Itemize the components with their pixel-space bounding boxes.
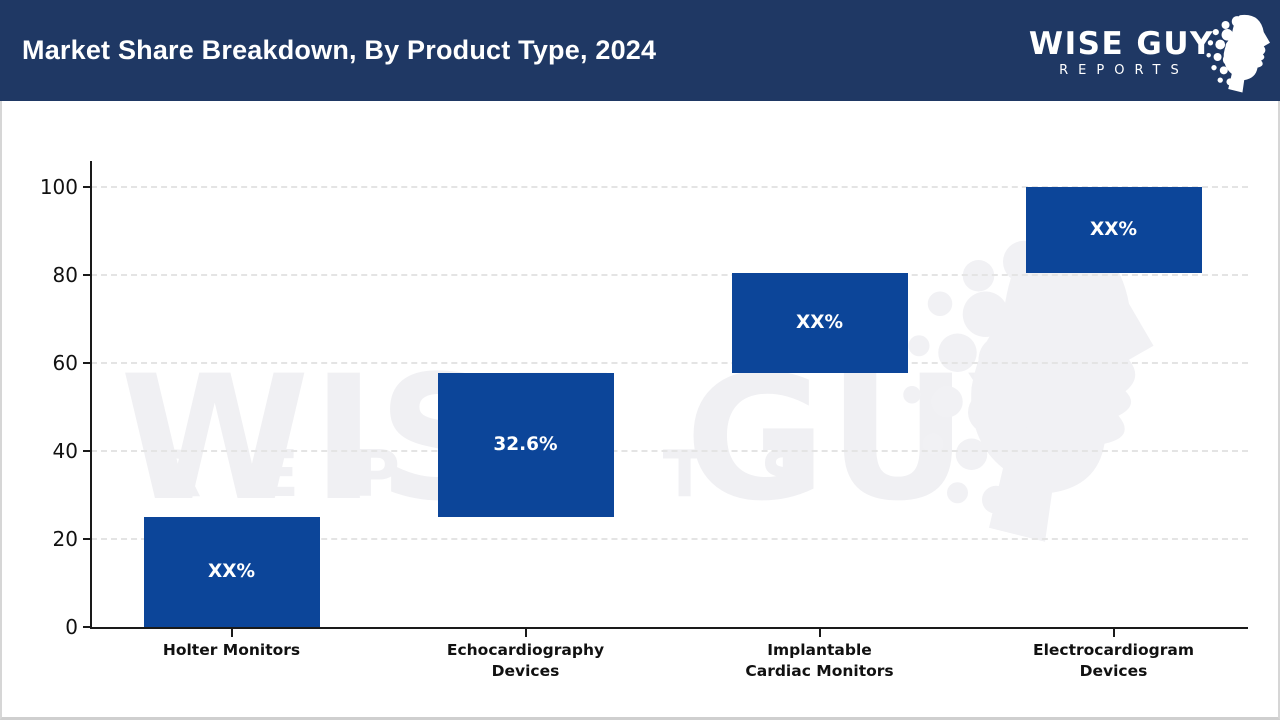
y-tick [83,449,91,452]
x-tick [524,629,527,637]
y-tick-label: 80 [52,262,78,287]
wise-guy-reports-logo: WISE GUY REPORTS [1029,9,1278,97]
y-tick [83,626,91,628]
y-axis-line [90,161,92,629]
bar [731,272,908,374]
page-title: Market Share Breakdown, By Product Type,… [22,35,657,65]
y-tick-label: 20 [52,526,78,551]
x-tick [230,629,233,637]
y-gridline [91,273,1248,276]
plot-region: 0 20 40 60 80 100 XX% 32.6% XX% XX% Holter Monitor… [2,101,1278,717]
bar-value-label: XX% [207,560,256,582]
y-tick-label: 40 [52,438,78,463]
bar [1025,186,1202,273]
y-gridline [91,537,1248,540]
y-tick [83,273,91,276]
y-tick-label: 60 [52,350,78,375]
y-tick-label: 0 [65,615,78,639]
y-tick [83,361,91,364]
x-category-label: Electrocardiogram Devices [1032,641,1194,680]
logo-text: WISE GUY REPORTS [1028,25,1214,78]
y-tick [83,185,91,188]
x-tick [1112,629,1115,637]
header-bar: Market Share Breakdown, By Product Type,… [0,0,1280,101]
bar-value-label: XX% [795,311,844,333]
y-gridline [91,185,1248,188]
y-tick [83,537,91,540]
x-category-label: Echocardiography Devices [446,641,605,680]
x-tick [818,629,821,637]
chart-canvas: WISE GUY REPORTS 020406080100XX%32.6%XX%… [0,101,1280,720]
x-category-label: Holter Monitors [162,641,301,659]
bar-value-label: XX% [1089,218,1138,240]
x-axis-line [90,627,1248,629]
y-gridline [91,449,1248,452]
y-gridline [91,361,1248,364]
logo-wordmark: WISE GUY [1028,25,1214,62]
bar [143,516,320,627]
x-category-label: Implantable Cardiac Monitors [745,641,894,680]
bar [437,373,614,517]
logo-subtitle: REPORTS [1059,62,1189,78]
bar-value-label: 32.6% [493,434,558,456]
y-tick-label: 100 [39,174,78,199]
